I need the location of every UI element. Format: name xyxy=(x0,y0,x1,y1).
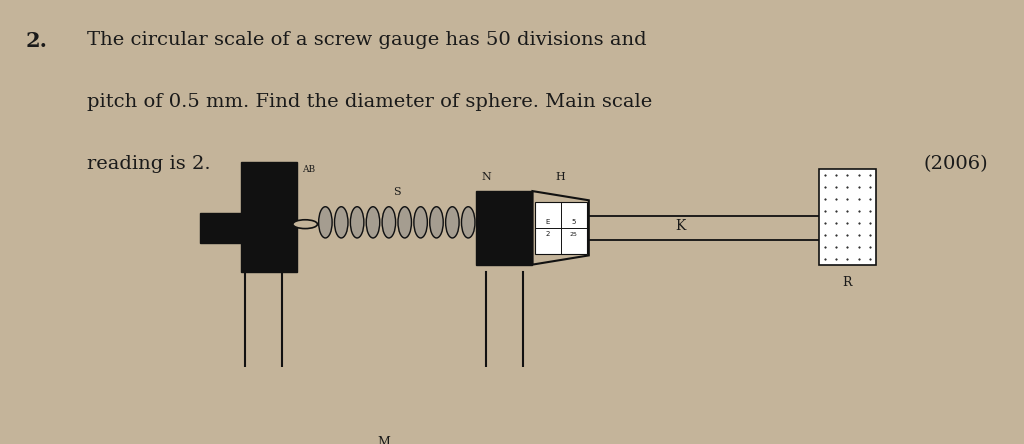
Ellipse shape xyxy=(462,207,475,238)
Ellipse shape xyxy=(350,207,364,238)
Text: K: K xyxy=(676,219,686,233)
Text: N: N xyxy=(481,172,492,182)
Bar xyxy=(476,191,532,265)
Bar xyxy=(535,202,587,254)
Ellipse shape xyxy=(398,207,412,238)
Ellipse shape xyxy=(445,207,459,238)
Ellipse shape xyxy=(430,207,443,238)
Bar xyxy=(200,213,241,242)
Text: 25: 25 xyxy=(569,232,578,237)
Bar xyxy=(241,162,297,272)
Polygon shape xyxy=(532,191,589,265)
Bar xyxy=(819,169,876,265)
Ellipse shape xyxy=(318,207,332,238)
Text: (2006): (2006) xyxy=(924,155,988,174)
Ellipse shape xyxy=(414,207,427,238)
Circle shape xyxy=(293,220,317,229)
Text: The circular scale of a screw gauge has 50 divisions and: The circular scale of a screw gauge has … xyxy=(87,31,647,49)
Text: E: E xyxy=(546,219,550,226)
Ellipse shape xyxy=(382,207,395,238)
Text: 5: 5 xyxy=(571,219,575,226)
Text: S: S xyxy=(393,186,400,197)
Ellipse shape xyxy=(367,207,380,238)
Text: AB: AB xyxy=(302,165,315,174)
Text: 2.: 2. xyxy=(26,31,47,51)
Text: pitch of 0.5 mm. Find the diameter of sphere. Main scale: pitch of 0.5 mm. Find the diameter of sp… xyxy=(87,93,652,111)
Ellipse shape xyxy=(335,207,348,238)
Text: 2: 2 xyxy=(546,231,550,238)
Text: M: M xyxy=(377,436,390,444)
Text: R: R xyxy=(843,276,852,289)
Text: reading is 2.: reading is 2. xyxy=(87,155,211,174)
Text: H: H xyxy=(556,172,565,182)
